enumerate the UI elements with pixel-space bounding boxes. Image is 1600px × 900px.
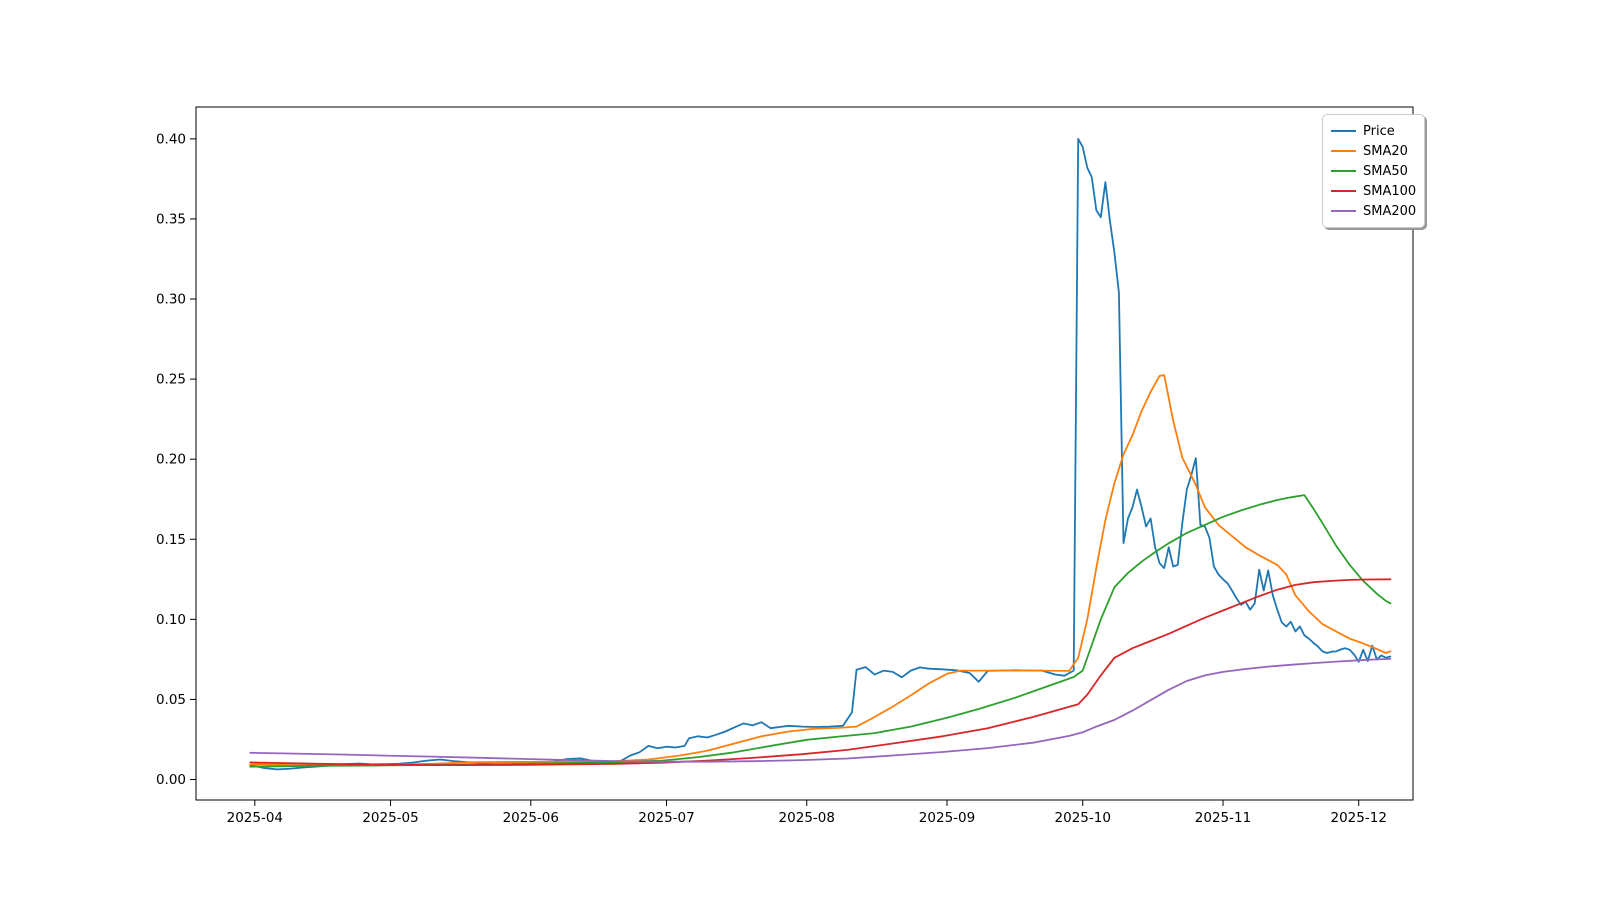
legend-line-swatch-sma50: [1331, 170, 1356, 172]
y-tick-label: 0.05: [156, 692, 186, 708]
legend-line-swatch-sma200: [1331, 210, 1356, 212]
legend-line-swatch-sma100: [1331, 190, 1356, 192]
legend-line-swatch-price: [1331, 130, 1356, 132]
price-line: [249, 137, 1392, 771]
legend-item-sma20: SMA20: [1331, 141, 1416, 161]
y-tick-label: 0.40: [156, 131, 186, 147]
plot-frame: [195, 106, 1414, 801]
legend-item-price: Price: [1331, 121, 1416, 141]
y-tick-label: 0.30: [156, 292, 186, 308]
y-tick-label: 0.00: [156, 772, 186, 788]
sma200-line: [249, 658, 1392, 763]
sma100-line: [249, 578, 1392, 766]
x-tick-label: 2025-09: [919, 810, 975, 826]
x-tick-label: 2025-05: [362, 810, 418, 826]
sma20-line: [249, 374, 1392, 767]
y-tick-label: 0.10: [156, 612, 186, 628]
x-tick-label: 2025-11: [1195, 810, 1251, 826]
y-tick-label: 0.25: [156, 372, 186, 388]
x-tick-label: 2025-08: [779, 810, 835, 826]
legend-line-swatch-sma20: [1331, 150, 1356, 152]
sma50-line: [249, 494, 1392, 768]
x-tick-label: 2025-06: [503, 810, 559, 826]
legend-item-sma100: SMA100: [1331, 181, 1416, 201]
x-tick-label: 2025-10: [1055, 810, 1111, 826]
legend-box: Price SMA20 SMA50 SMA100 SMA200: [1322, 114, 1426, 228]
y-tick-label: 0.15: [156, 532, 186, 548]
x-tick-label: 2025-07: [638, 810, 694, 826]
legend-label-sma200: SMA200: [1363, 203, 1417, 219]
x-tick-label: 2025-04: [227, 810, 283, 826]
legend-label-sma100: SMA100: [1363, 183, 1417, 199]
y-tick-label: 0.35: [156, 211, 186, 227]
y-tick-label: 0.20: [156, 452, 186, 468]
legend-label-price: Price: [1363, 123, 1395, 139]
legend-item-sma200: SMA200: [1331, 201, 1416, 221]
legend-label-sma20: SMA20: [1363, 143, 1408, 159]
x-tick-label: 2025-12: [1331, 810, 1387, 826]
legend-label-sma50: SMA50: [1363, 163, 1408, 179]
legend-item-sma50: SMA50: [1331, 161, 1416, 181]
